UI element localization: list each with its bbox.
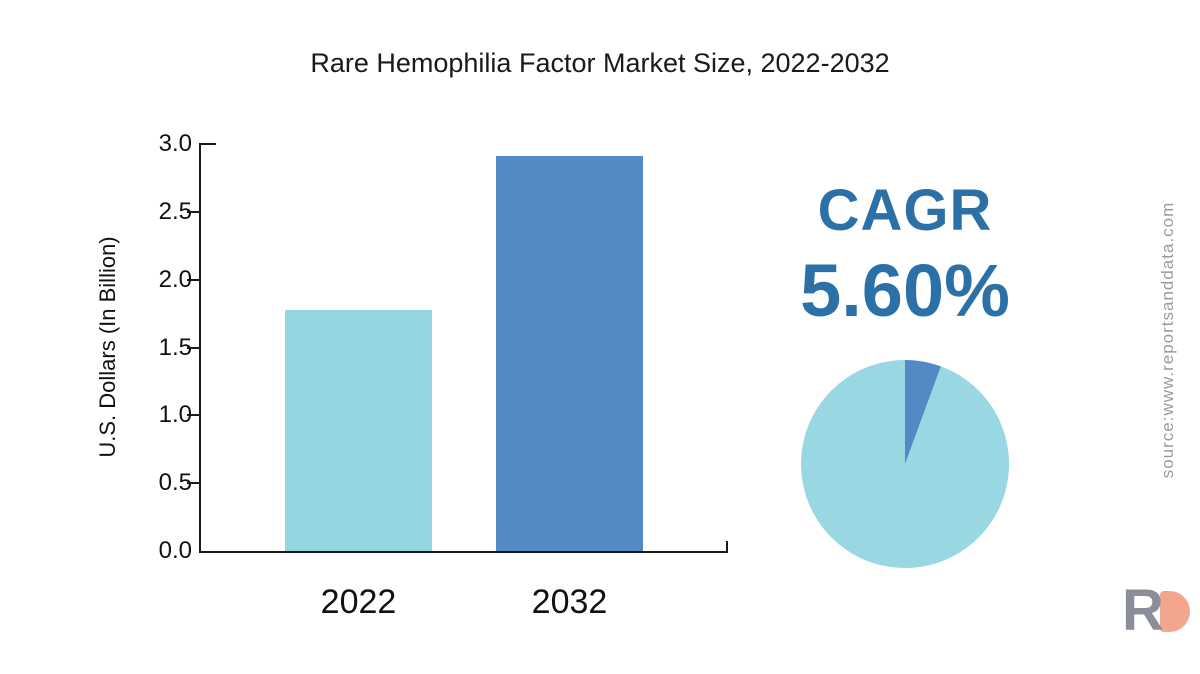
x-tick-label: 2022 [320, 583, 397, 621]
y-axis-label: U.S. Dollars (In Billion) [95, 236, 120, 458]
logo-letter-d-shape [1159, 591, 1190, 632]
y-tick-mark [187, 346, 200, 349]
source-credit: source:www.reportsanddata.com [1158, 201, 1177, 479]
cagr-pie-chart [801, 360, 1009, 568]
y-tick-label: 3.0 [158, 130, 192, 157]
bar-2032 [496, 156, 643, 551]
y-tick-label: 2.5 [158, 197, 192, 225]
y-tick-mark [187, 278, 200, 281]
cagr-value: 5.60% [800, 249, 1010, 332]
y-tick-label: 0.0 [158, 537, 192, 564]
logo-letter-r: R [1122, 578, 1164, 643]
y-tick-mark [187, 482, 200, 485]
cagr-label: CAGR [817, 178, 993, 243]
y-tick-label: 1.0 [158, 401, 192, 429]
y-tick-label: 0.5 [158, 469, 192, 497]
chart-title: Rare Hemophilia Factor Market Size, 2022… [310, 48, 890, 78]
y-tick-mark [187, 414, 200, 417]
reportsanddata-logo: R [1122, 578, 1190, 643]
y-tick-label: 1.5 [158, 333, 192, 361]
bar-2022 [285, 310, 432, 551]
x-axis-end-stub [726, 541, 728, 552]
x-tick-label: 2032 [531, 583, 608, 621]
y-axis-line [199, 143, 201, 553]
x-axis-line [199, 551, 728, 553]
y-axis-top-stub [199, 143, 216, 145]
y-tick-mark [187, 210, 200, 213]
y-tick-label: 2.0 [158, 265, 192, 293]
